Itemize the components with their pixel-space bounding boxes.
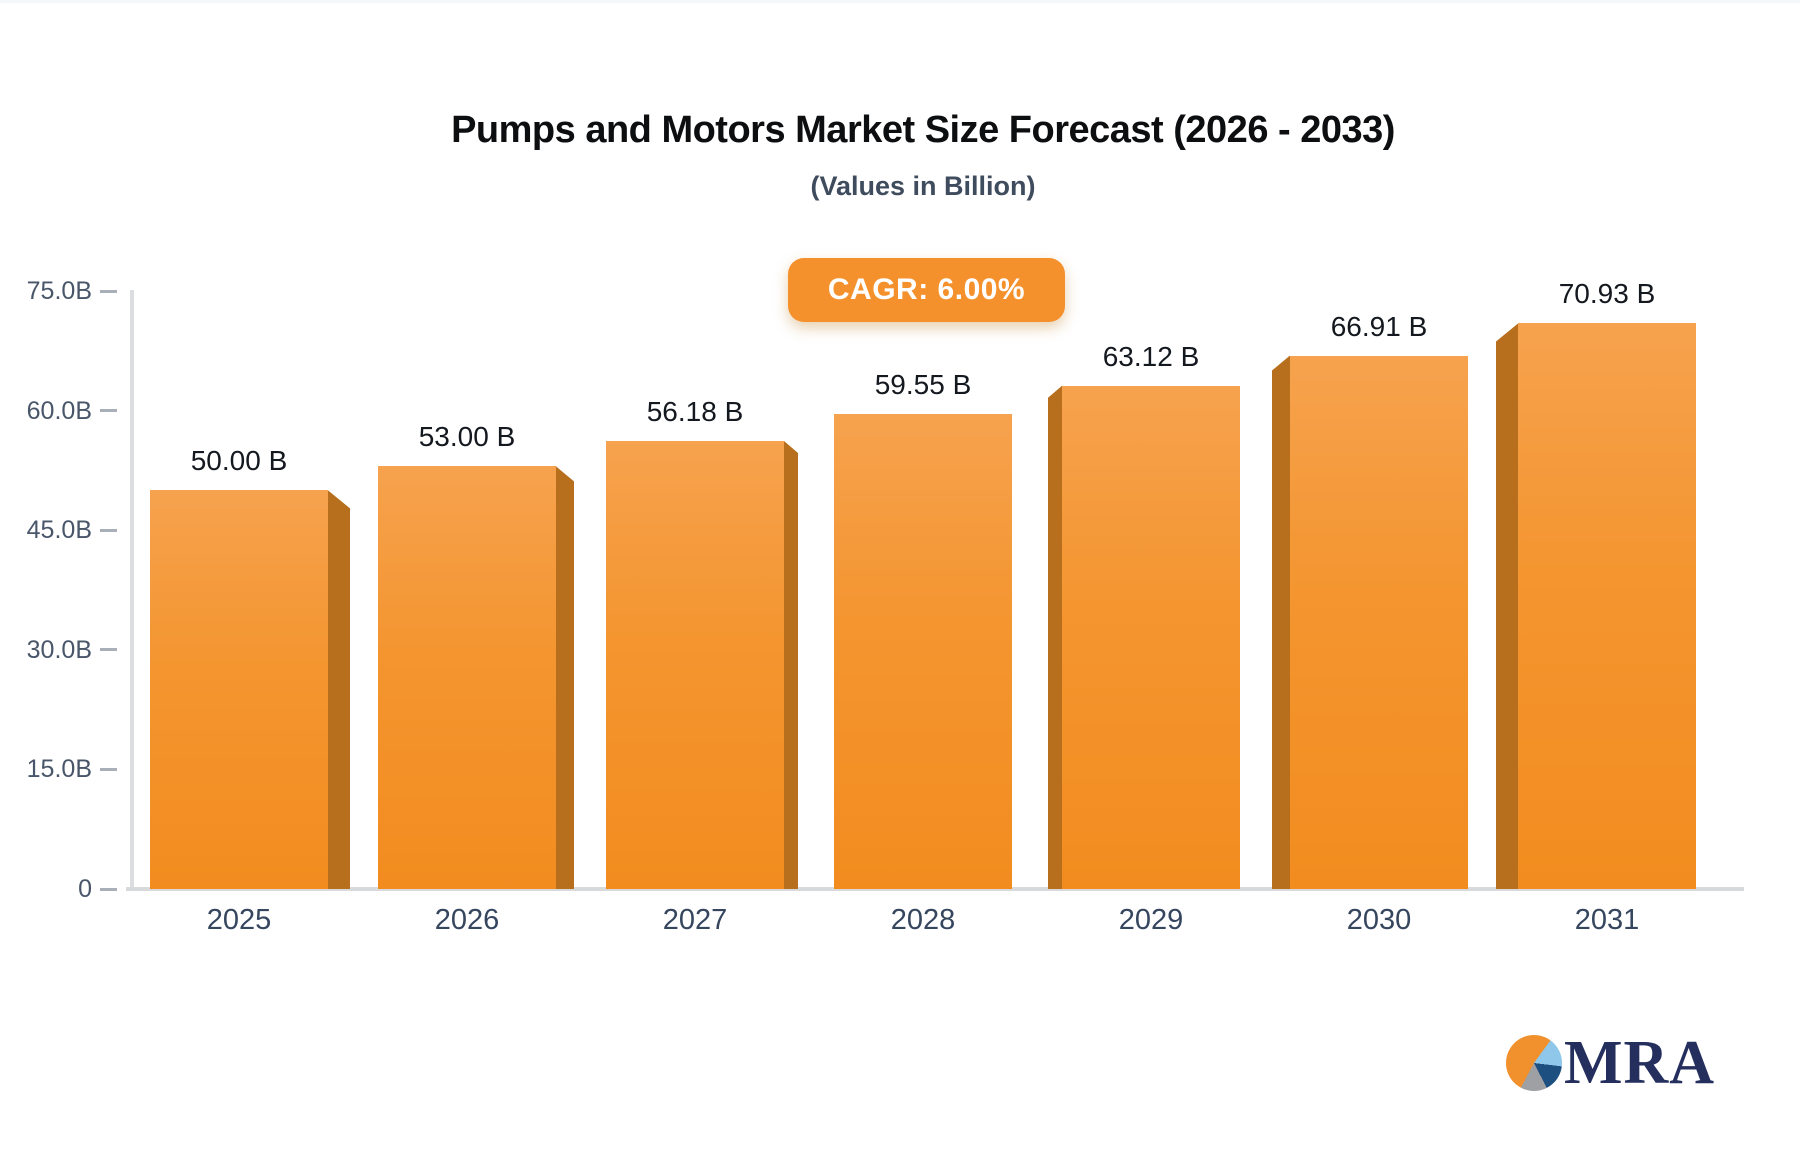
bar-3d-side bbox=[556, 466, 574, 889]
x-axis-label: 2028 bbox=[890, 904, 956, 936]
cagr-badge: CAGR: 6.00% bbox=[788, 258, 1065, 322]
y-axis-tick-label: 30.0B bbox=[26, 635, 92, 664]
bar bbox=[1290, 355, 1468, 889]
bar-value-label: 63.12 B bbox=[1102, 340, 1200, 372]
bar-value-label: 56.18 B bbox=[646, 396, 744, 428]
bar-3d-side bbox=[784, 441, 798, 889]
x-axis-label: 2025 bbox=[206, 904, 272, 936]
bar-value-label: 70.93 B bbox=[1558, 278, 1656, 310]
bar-3d-side bbox=[328, 490, 350, 889]
bar bbox=[1062, 385, 1240, 889]
mra-logo-text: MRA bbox=[1564, 1029, 1716, 1097]
y-axis-tick-label: 45.0B bbox=[26, 516, 92, 545]
y-axis-tick-mark bbox=[100, 528, 117, 532]
x-axis-baseline bbox=[126, 887, 1744, 891]
y-axis-tick-label: 15.0B bbox=[26, 755, 92, 784]
x-axis-label: 2026 bbox=[434, 904, 500, 936]
y-axis-tick-label: 0 bbox=[78, 875, 92, 903]
y-axis-tick-mark bbox=[100, 289, 117, 293]
y-axis-tick-label: 60.0B bbox=[26, 396, 92, 425]
bar-value-label: 50.00 B bbox=[190, 445, 288, 477]
x-axis-label: 2031 bbox=[1574, 904, 1640, 936]
bar-value-label: 53.00 B bbox=[418, 421, 516, 453]
y-axis-tick-mark bbox=[100, 887, 117, 891]
x-axis-label: 2027 bbox=[662, 904, 728, 936]
bar bbox=[150, 490, 328, 889]
bar bbox=[834, 414, 1012, 889]
bar-3d-side bbox=[1048, 385, 1062, 889]
y-axis-tick-mark bbox=[100, 648, 117, 652]
bar bbox=[606, 441, 784, 889]
bar-value-label: 66.91 B bbox=[1330, 310, 1428, 342]
y-axis-tick-mark bbox=[100, 767, 117, 771]
bar bbox=[378, 466, 556, 889]
mra-logo: MRA bbox=[1506, 1029, 1716, 1097]
bar-value-label: 59.55 B bbox=[874, 369, 972, 401]
bar-3d-side bbox=[1496, 323, 1518, 889]
pie-chart-icon bbox=[1506, 1035, 1562, 1091]
chart-title: Pumps and Motors Market Size Forecast (2… bbox=[451, 109, 1395, 151]
x-axis-label: 2030 bbox=[1346, 904, 1412, 936]
y-axis-tick-label: 75.0B bbox=[26, 277, 92, 305]
bar bbox=[1518, 323, 1696, 889]
y-axis-tick-mark bbox=[100, 409, 117, 413]
y-axis-line bbox=[130, 290, 134, 889]
x-axis-label: 2029 bbox=[1118, 904, 1184, 936]
bar-3d-side bbox=[1272, 355, 1290, 889]
chart-subtitle: (Values in Billion) bbox=[810, 171, 1036, 201]
